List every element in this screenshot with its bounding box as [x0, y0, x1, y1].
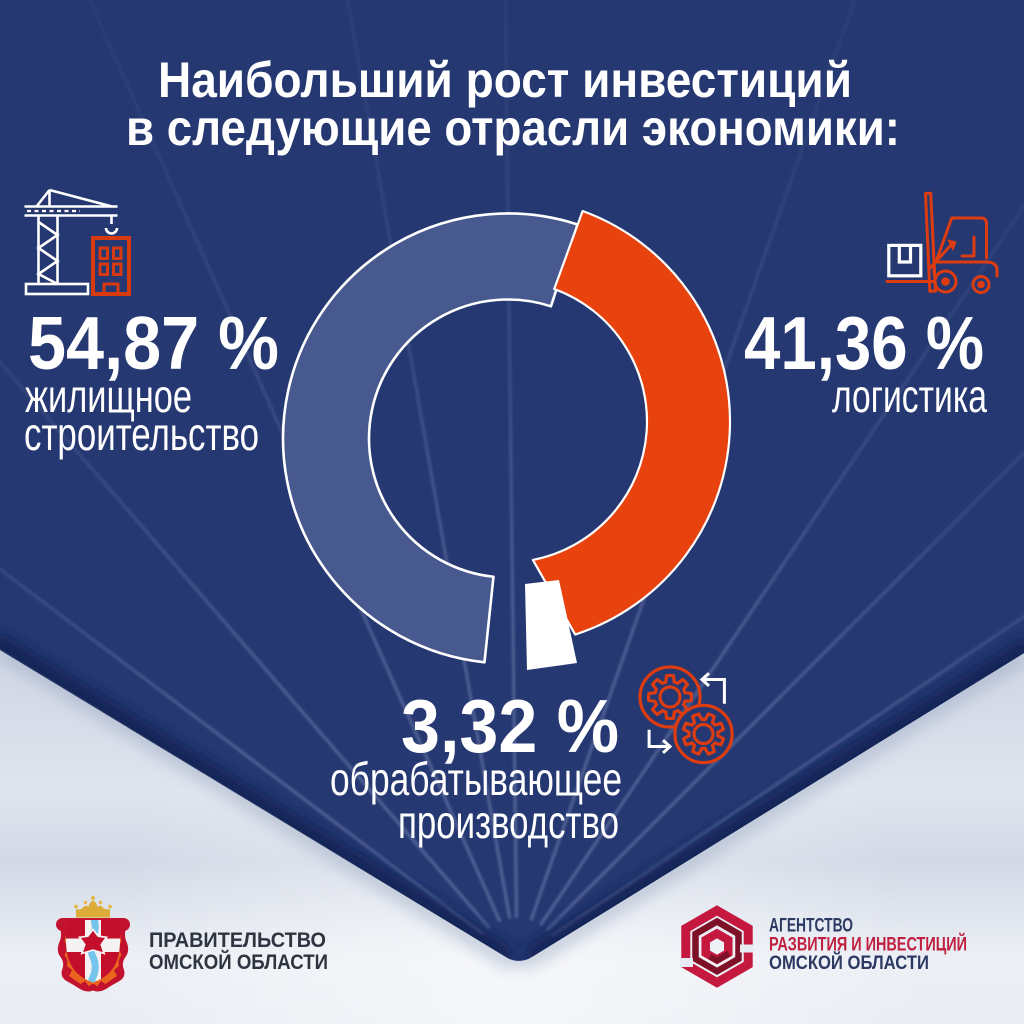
svg-text:производство: производство	[398, 796, 619, 848]
svg-text:ПРАВИТЕЛЬСТВО: ПРАВИТЕЛЬСТВО	[149, 928, 326, 952]
svg-text:РАЗВИТИЯ И ИНВЕСТИЦИЙ: РАЗВИТИЯ И ИНВЕСТИЦИЙ	[769, 934, 967, 956]
svg-text:АГЕНТСТВО: АГЕНТСТВО	[769, 916, 853, 937]
svg-text:в следующие отрасли экономики:: в следующие отрасли экономики:	[126, 100, 900, 156]
svg-text:54,87 %: 54,87 %	[28, 301, 279, 385]
svg-text:обрабатывающее: обрабатывающее	[330, 753, 622, 805]
svg-text:строительство: строительство	[24, 408, 259, 460]
svg-text:жилищное: жилищное	[25, 370, 192, 422]
svg-text:ОМСКОЙ ОБЛАСТИ: ОМСКОЙ ОБЛАСТИ	[769, 952, 929, 974]
svg-text:3,32 %: 3,32 %	[401, 684, 619, 768]
svg-text:ОМСКОЙ ОБЛАСТИ: ОМСКОЙ ОБЛАСТИ	[149, 949, 328, 974]
svg-text:Наибольший рост инвестиций: Наибольший рост инвестиций	[158, 52, 852, 108]
svg-text:41,36 %: 41,36 %	[744, 301, 984, 385]
svg-text:логистика: логистика	[832, 370, 987, 422]
